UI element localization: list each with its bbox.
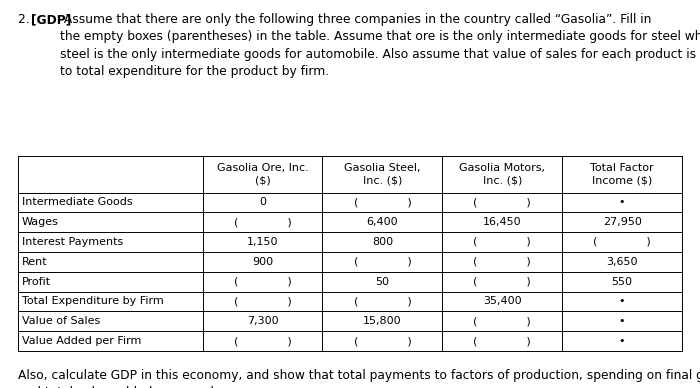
Text: Total Factor
Income ($): Total Factor Income ($) xyxy=(590,163,654,185)
Text: 800: 800 xyxy=(372,237,393,247)
Text: 3,650: 3,650 xyxy=(606,257,638,267)
Text: (              ): ( ) xyxy=(473,316,531,326)
Text: (              ): ( ) xyxy=(234,277,291,287)
Text: Rent: Rent xyxy=(22,257,48,267)
Text: Intermediate Goods: Intermediate Goods xyxy=(22,197,132,208)
Text: (              ): ( ) xyxy=(473,257,531,267)
Text: Gasolia Ore, Inc.
($): Gasolia Ore, Inc. ($) xyxy=(217,163,309,185)
Text: [GDP]: [GDP] xyxy=(31,13,71,26)
Text: 6,400: 6,400 xyxy=(367,217,398,227)
Text: •: • xyxy=(619,336,625,346)
Text: 35,400: 35,400 xyxy=(483,296,522,307)
Text: 2.: 2. xyxy=(18,13,34,26)
Text: (              ): ( ) xyxy=(473,197,531,208)
Text: Gasolia Motors,
Inc. ($): Gasolia Motors, Inc. ($) xyxy=(459,163,545,185)
Text: •: • xyxy=(619,316,625,326)
Text: 15,800: 15,800 xyxy=(363,316,402,326)
Text: 27,950: 27,950 xyxy=(603,217,641,227)
Text: •: • xyxy=(619,296,625,307)
Text: Also, calculate GDP in this economy, and show that total payments to factors of : Also, calculate GDP in this economy, and… xyxy=(18,369,700,388)
Text: Total Expenditure by Firm: Total Expenditure by Firm xyxy=(22,296,164,307)
Text: (              ): ( ) xyxy=(593,237,651,247)
Text: 550: 550 xyxy=(612,277,633,287)
Text: Value Added per Firm: Value Added per Firm xyxy=(22,336,141,346)
Text: 0: 0 xyxy=(259,197,266,208)
Text: (              ): ( ) xyxy=(354,296,412,307)
Text: Profit: Profit xyxy=(22,277,51,287)
Text: (              ): ( ) xyxy=(234,296,291,307)
Text: Value of Sales: Value of Sales xyxy=(22,316,100,326)
Text: (              ): ( ) xyxy=(473,277,531,287)
Text: (              ): ( ) xyxy=(354,336,412,346)
Text: 1,150: 1,150 xyxy=(247,237,279,247)
Text: 900: 900 xyxy=(252,257,273,267)
Text: Gasolia Steel,
Inc. ($): Gasolia Steel, Inc. ($) xyxy=(344,163,421,185)
Text: Wages: Wages xyxy=(22,217,59,227)
Text: (              ): ( ) xyxy=(473,237,531,247)
Text: 7,300: 7,300 xyxy=(246,316,279,326)
Text: (              ): ( ) xyxy=(234,336,291,346)
Text: (              ): ( ) xyxy=(234,217,291,227)
Text: Interest Payments: Interest Payments xyxy=(22,237,123,247)
Text: 50: 50 xyxy=(375,277,389,287)
Text: (              ): ( ) xyxy=(354,257,412,267)
Text: 16,450: 16,450 xyxy=(483,217,522,227)
Text: (              ): ( ) xyxy=(473,336,531,346)
Text: (              ): ( ) xyxy=(354,197,412,208)
Text: •: • xyxy=(619,197,625,208)
Text: Assume that there are only the following three companies in the country called “: Assume that there are only the following… xyxy=(60,13,700,78)
